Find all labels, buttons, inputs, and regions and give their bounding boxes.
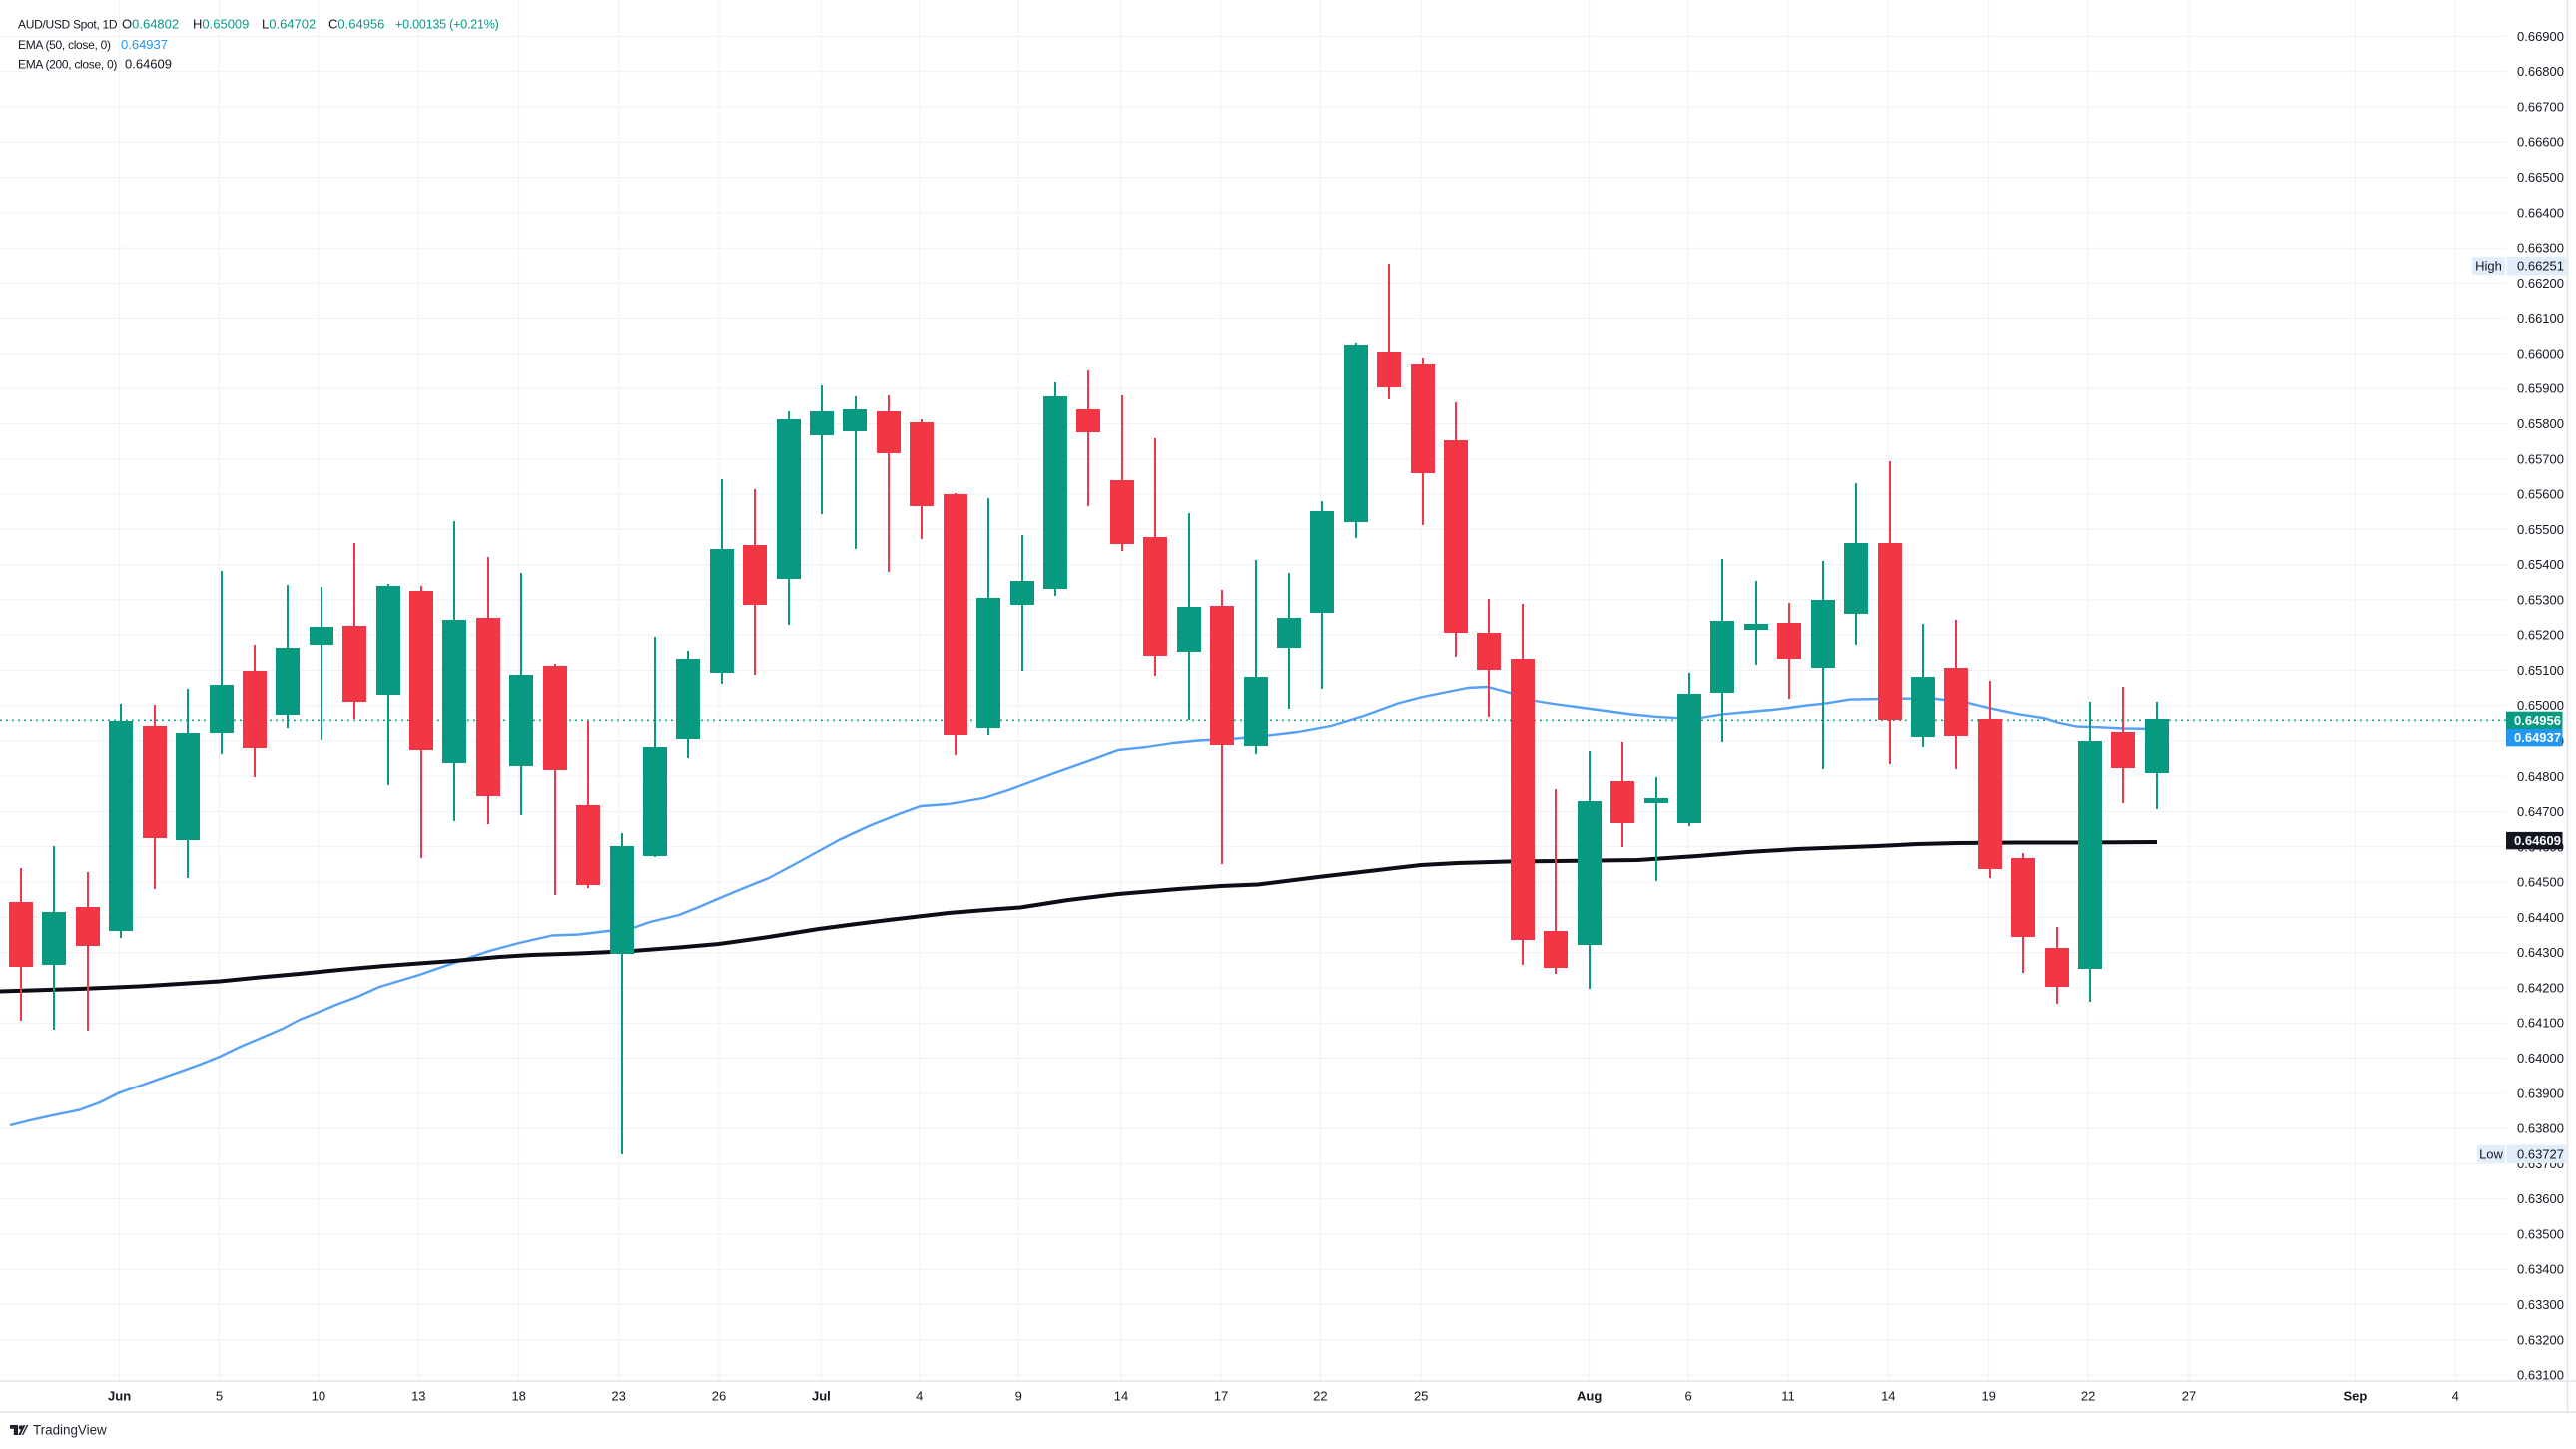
- svg-text:0.65500: 0.65500: [2517, 522, 2564, 537]
- svg-text:0.65600: 0.65600: [2517, 487, 2564, 502]
- svg-text:0.64200: 0.64200: [2517, 981, 2564, 996]
- svg-text:0.66900: 0.66900: [2517, 29, 2564, 44]
- svg-text:19: 19: [1981, 1389, 1995, 1404]
- svg-text:Sep: Sep: [2343, 1389, 2367, 1404]
- svg-text:4: 4: [2452, 1389, 2459, 1404]
- svg-text:0.65300: 0.65300: [2517, 592, 2564, 607]
- svg-text:Jul: Jul: [812, 1389, 831, 1404]
- svg-text:23: 23: [611, 1389, 625, 1404]
- svg-text:0.63100: 0.63100: [2517, 1368, 2564, 1383]
- svg-text:0.64100: 0.64100: [2517, 1016, 2564, 1031]
- svg-text:H0.65009: H0.65009: [193, 17, 249, 32]
- svg-text:0.65800: 0.65800: [2517, 416, 2564, 431]
- svg-text:O0.64802: O0.64802: [122, 17, 179, 32]
- svg-text:0.65400: 0.65400: [2517, 557, 2564, 572]
- svg-text:TradingView: TradingView: [33, 1423, 107, 1438]
- svg-text:0.63727: 0.63727: [2517, 1146, 2564, 1161]
- svg-text:Low: Low: [2479, 1146, 2503, 1161]
- svg-text:14: 14: [1881, 1389, 1895, 1404]
- svg-text:0.64609: 0.64609: [125, 57, 172, 72]
- svg-text:0.66251: 0.66251: [2517, 259, 2564, 274]
- svg-text:0.66800: 0.66800: [2517, 64, 2564, 79]
- svg-text:0.65000: 0.65000: [2517, 698, 2564, 713]
- svg-text:C0.64956: C0.64956: [328, 17, 384, 32]
- svg-text:0.64500: 0.64500: [2517, 875, 2564, 890]
- svg-text:0.64956: 0.64956: [2514, 713, 2561, 728]
- svg-text:0.66300: 0.66300: [2517, 241, 2564, 256]
- svg-text:10: 10: [312, 1389, 325, 1404]
- svg-text:0.66600: 0.66600: [2517, 135, 2564, 150]
- svg-text:High: High: [2475, 259, 2502, 274]
- svg-text:0.64700: 0.64700: [2517, 804, 2564, 819]
- svg-text:0.66100: 0.66100: [2517, 311, 2564, 326]
- svg-text:27: 27: [2182, 1389, 2196, 1404]
- svg-text:0.64000: 0.64000: [2517, 1051, 2564, 1066]
- svg-text:6: 6: [1684, 1389, 1691, 1404]
- svg-text:0.63300: 0.63300: [2517, 1297, 2564, 1312]
- svg-text:0.66500: 0.66500: [2517, 170, 2564, 185]
- svg-text:17: 17: [1214, 1389, 1228, 1404]
- svg-text:0.64800: 0.64800: [2517, 769, 2564, 784]
- svg-text:AUD/USD Spot, 1D: AUD/USD Spot, 1D: [18, 18, 118, 32]
- svg-text:EMA (50, close, 0): EMA (50, close, 0): [18, 38, 111, 52]
- svg-text:0.65700: 0.65700: [2517, 451, 2564, 466]
- svg-text:0.63200: 0.63200: [2517, 1332, 2564, 1347]
- svg-text:EMA (200, close, 0): EMA (200, close, 0): [18, 58, 117, 72]
- svg-text:4: 4: [916, 1389, 923, 1404]
- svg-text:0.66000: 0.66000: [2517, 346, 2564, 361]
- svg-text:0.63400: 0.63400: [2517, 1262, 2564, 1277]
- svg-text:0.63500: 0.63500: [2517, 1226, 2564, 1241]
- svg-text:11: 11: [1781, 1389, 1795, 1404]
- svg-text:9: 9: [1015, 1389, 1022, 1404]
- svg-text:26: 26: [712, 1389, 726, 1404]
- svg-text:22: 22: [1313, 1389, 1327, 1404]
- svg-text:0.64300: 0.64300: [2517, 945, 2564, 960]
- svg-text:Aug: Aug: [1577, 1389, 1602, 1404]
- svg-text:14: 14: [1114, 1389, 1128, 1404]
- svg-text:0.63900: 0.63900: [2517, 1086, 2564, 1100]
- svg-text:5: 5: [216, 1389, 223, 1404]
- svg-text:13: 13: [411, 1389, 425, 1404]
- svg-text:0.66400: 0.66400: [2517, 205, 2564, 220]
- svg-text:22: 22: [2081, 1389, 2095, 1404]
- svg-text:0.64937: 0.64937: [121, 37, 168, 52]
- svg-text:18: 18: [511, 1389, 525, 1404]
- svg-text:0.65100: 0.65100: [2517, 663, 2564, 678]
- svg-text:0.63800: 0.63800: [2517, 1121, 2564, 1136]
- svg-text:0.64400: 0.64400: [2517, 910, 2564, 925]
- svg-text:0.63600: 0.63600: [2517, 1191, 2564, 1206]
- svg-text:0.65200: 0.65200: [2517, 628, 2564, 643]
- svg-text:L0.64702: L0.64702: [262, 17, 316, 32]
- svg-text:+0.00135 (+0.21%): +0.00135 (+0.21%): [395, 18, 499, 32]
- svg-text:25: 25: [1414, 1389, 1428, 1404]
- svg-text:0.66700: 0.66700: [2517, 100, 2564, 115]
- svg-text:0.66200: 0.66200: [2517, 276, 2564, 291]
- svg-text:0.65900: 0.65900: [2517, 381, 2564, 396]
- svg-text:0.64609: 0.64609: [2514, 833, 2561, 848]
- svg-text:Jun: Jun: [108, 1389, 131, 1404]
- svg-text:0.64937: 0.64937: [2514, 730, 2561, 745]
